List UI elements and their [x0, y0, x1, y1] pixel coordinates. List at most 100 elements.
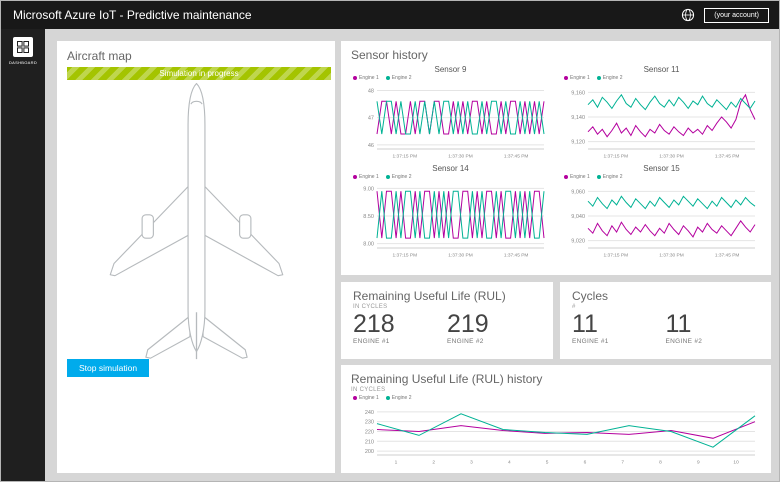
sensor-history-title: Sensor history [351, 48, 428, 62]
sensor-history-panel: Sensor history Sensor 9 Engine 1 Engine … [341, 41, 771, 275]
sidebar-item-dashboard[interactable]: DASHBOARD [1, 29, 45, 65]
rul-engine1-label: ENGINE #1 [353, 338, 390, 345]
rul-history-chart: 240 230 220 210 200 1 2 3 4 5 6 7 8 9 10 [351, 402, 761, 471]
rul-engine2-value: 219 [447, 310, 489, 338]
engine1-legend-label: Engine 1 [359, 395, 379, 401]
svg-text:48: 48 [368, 88, 374, 94]
engine2-legend-dot [385, 175, 390, 179]
svg-text:1:37:15 PM: 1:37:15 PM [393, 253, 418, 259]
svg-text:47: 47 [368, 116, 374, 122]
cycles-engine1-value: 11 [572, 310, 598, 338]
svg-text:6: 6 [584, 460, 587, 466]
sensor14-chart-box: Sensor 14 Engine 1 Engine 2 9.00 8.50 8.00… [351, 164, 550, 259]
svg-text:1:37:15 PM: 1:37:15 PM [604, 253, 629, 259]
svg-text:1:37:30 PM: 1:37:30 PM [659, 253, 684, 259]
aircraft-diagram [77, 82, 315, 363]
svg-text:4: 4 [508, 460, 511, 466]
aircraft-map-panel: Aircraft map Simulation in progress [57, 41, 335, 473]
svg-text:1: 1 [395, 460, 398, 466]
svg-text:1:37:45 PM: 1:37:45 PM [715, 154, 740, 160]
sensor15-chart-box: Sensor 15 Engine 1 Engine 2 9,060 9,040 9,… [562, 164, 761, 259]
svg-text:3: 3 [470, 460, 473, 466]
engine1-legend-label: Engine 1 [359, 75, 379, 81]
svg-text:1:37:30 PM: 1:37:30 PM [448, 154, 473, 160]
engine2-legend-dot [385, 396, 390, 400]
rul-engine2-label: ENGINE #2 [447, 338, 484, 345]
rul-title: Remaining Useful Life (RUL) [353, 289, 506, 303]
svg-text:9,160: 9,160 [571, 90, 585, 96]
sensor9-chart-box: Sensor 9 Engine 1 Engine 2 48 47 46 1:37:15… [351, 65, 550, 160]
aircraft-map-title: Aircraft map [67, 49, 132, 63]
engine2-legend-label: Engine 2 [391, 75, 412, 81]
svg-text:9,020: 9,020 [571, 239, 585, 245]
dashboard-label: DASHBOARD [8, 60, 38, 65]
rul-panel: Remaining Useful Life (RUL) IN CYCLES 21… [341, 282, 553, 359]
engine2-legend-label: Engine 2 [391, 174, 412, 180]
engine1-legend-label: Engine 1 [359, 174, 379, 180]
svg-text:1:37:30 PM: 1:37:30 PM [659, 154, 684, 160]
svg-text:1:37:45 PM: 1:37:45 PM [504, 253, 529, 259]
rul-history-legend: Engine 1 Engine 2 [353, 395, 761, 401]
app-title: Microsoft Azure IoT - Predictive mainten… [13, 8, 252, 22]
sensor9-chart: 48 47 46 1:37:15 PM 1:37:30 PM 1:37:45 PM [351, 81, 550, 165]
engine1-legend-dot [353, 76, 357, 80]
sensor-chart-grid: Sensor 9 Engine 1 Engine 2 48 47 46 1:37:15… [351, 65, 761, 259]
account-button[interactable]: (your account) [704, 7, 769, 23]
rul-history-panel: Remaining Useful Life (RUL) history IN C… [341, 365, 771, 473]
cycles-panel: Cycles # 11 ENGINE #1 11 ENGINE #2 [560, 282, 771, 359]
svg-text:9.00: 9.00 [363, 186, 374, 192]
sensor9-legend: Engine 1 Engine 2 [353, 75, 550, 81]
dashboard-icon [13, 37, 33, 57]
sensor14-legend: Engine 1 Engine 2 [353, 174, 550, 180]
svg-text:5: 5 [546, 460, 549, 466]
sensor15-chart: 9,060 9,040 9,020 1:37:15 PM 1:37:30 PM 1:37:… [562, 180, 761, 264]
svg-text:1:37:45 PM: 1:37:45 PM [715, 253, 740, 259]
engine1-legend-dot [564, 76, 568, 80]
sensor11-chart: 9,160 9,140 9,120 1:37:15 PM 1:37:30 PM 1:37:… [562, 81, 761, 165]
sensor14-chart: 9.00 8.50 8.00 1:37:15 PM 1:37:30 PM 1:37:45 … [351, 180, 550, 264]
sensor11-title: Sensor 11 [643, 65, 680, 74]
svg-text:9,060: 9,060 [571, 189, 585, 195]
svg-text:1:37:15 PM: 1:37:15 PM [604, 154, 629, 160]
sensor15-title: Sensor 15 [643, 164, 680, 173]
svg-text:9,040: 9,040 [571, 214, 585, 220]
svg-text:9,140: 9,140 [571, 115, 585, 121]
cycles-engine2-value: 11 [665, 310, 692, 338]
top-bar: Microsoft Azure IoT - Predictive mainten… [1, 1, 779, 29]
svg-text:8: 8 [659, 460, 662, 466]
topbar-right: (your account) [680, 7, 769, 23]
svg-text:200: 200 [365, 449, 374, 455]
cycles-values: 11 ENGINE #1 11 ENGINE #2 [572, 310, 759, 346]
sensor9-title: Sensor 9 [434, 65, 467, 74]
svg-text:230: 230 [365, 420, 374, 426]
cycles-engine1-label: ENGINE #1 [572, 338, 609, 345]
svg-text:7: 7 [621, 460, 624, 466]
rul-engine1-value: 218 [353, 310, 395, 338]
svg-text:1:37:30 PM: 1:37:30 PM [448, 253, 473, 259]
rul-history-unit: IN CYCLES [351, 387, 386, 393]
svg-text:1:37:15 PM: 1:37:15 PM [393, 154, 418, 160]
engine2-legend-dot [385, 76, 390, 80]
sidebar: DASHBOARD [1, 29, 45, 481]
svg-text:210: 210 [365, 439, 374, 445]
svg-text:220: 220 [365, 429, 374, 435]
stop-simulation-button[interactable]: Stop simulation [67, 359, 150, 377]
sensor14-title: Sensor 14 [432, 164, 469, 173]
cycles-unit: # [572, 304, 576, 310]
rul-history-title: Remaining Useful Life (RUL) history [351, 372, 543, 386]
svg-text:10: 10 [733, 460, 739, 466]
globe-icon[interactable] [680, 7, 696, 23]
engine1-legend-dot [353, 396, 357, 400]
rul-values: 218 ENGINE #1 219 ENGINE #2 [353, 310, 541, 346]
svg-text:8.50: 8.50 [363, 214, 374, 220]
svg-text:9,120: 9,120 [571, 140, 585, 146]
engine1-legend-dot [564, 175, 568, 179]
engine1-legend-label: Engine 1 [570, 75, 590, 81]
engine2-legend-dot [596, 175, 601, 179]
engine1-legend-dot [353, 175, 357, 179]
svg-text:9: 9 [697, 460, 700, 466]
sensor11-legend: Engine 1 Engine 2 [564, 75, 761, 81]
cycles-title: Cycles [572, 289, 609, 303]
svg-text:2: 2 [432, 460, 435, 466]
